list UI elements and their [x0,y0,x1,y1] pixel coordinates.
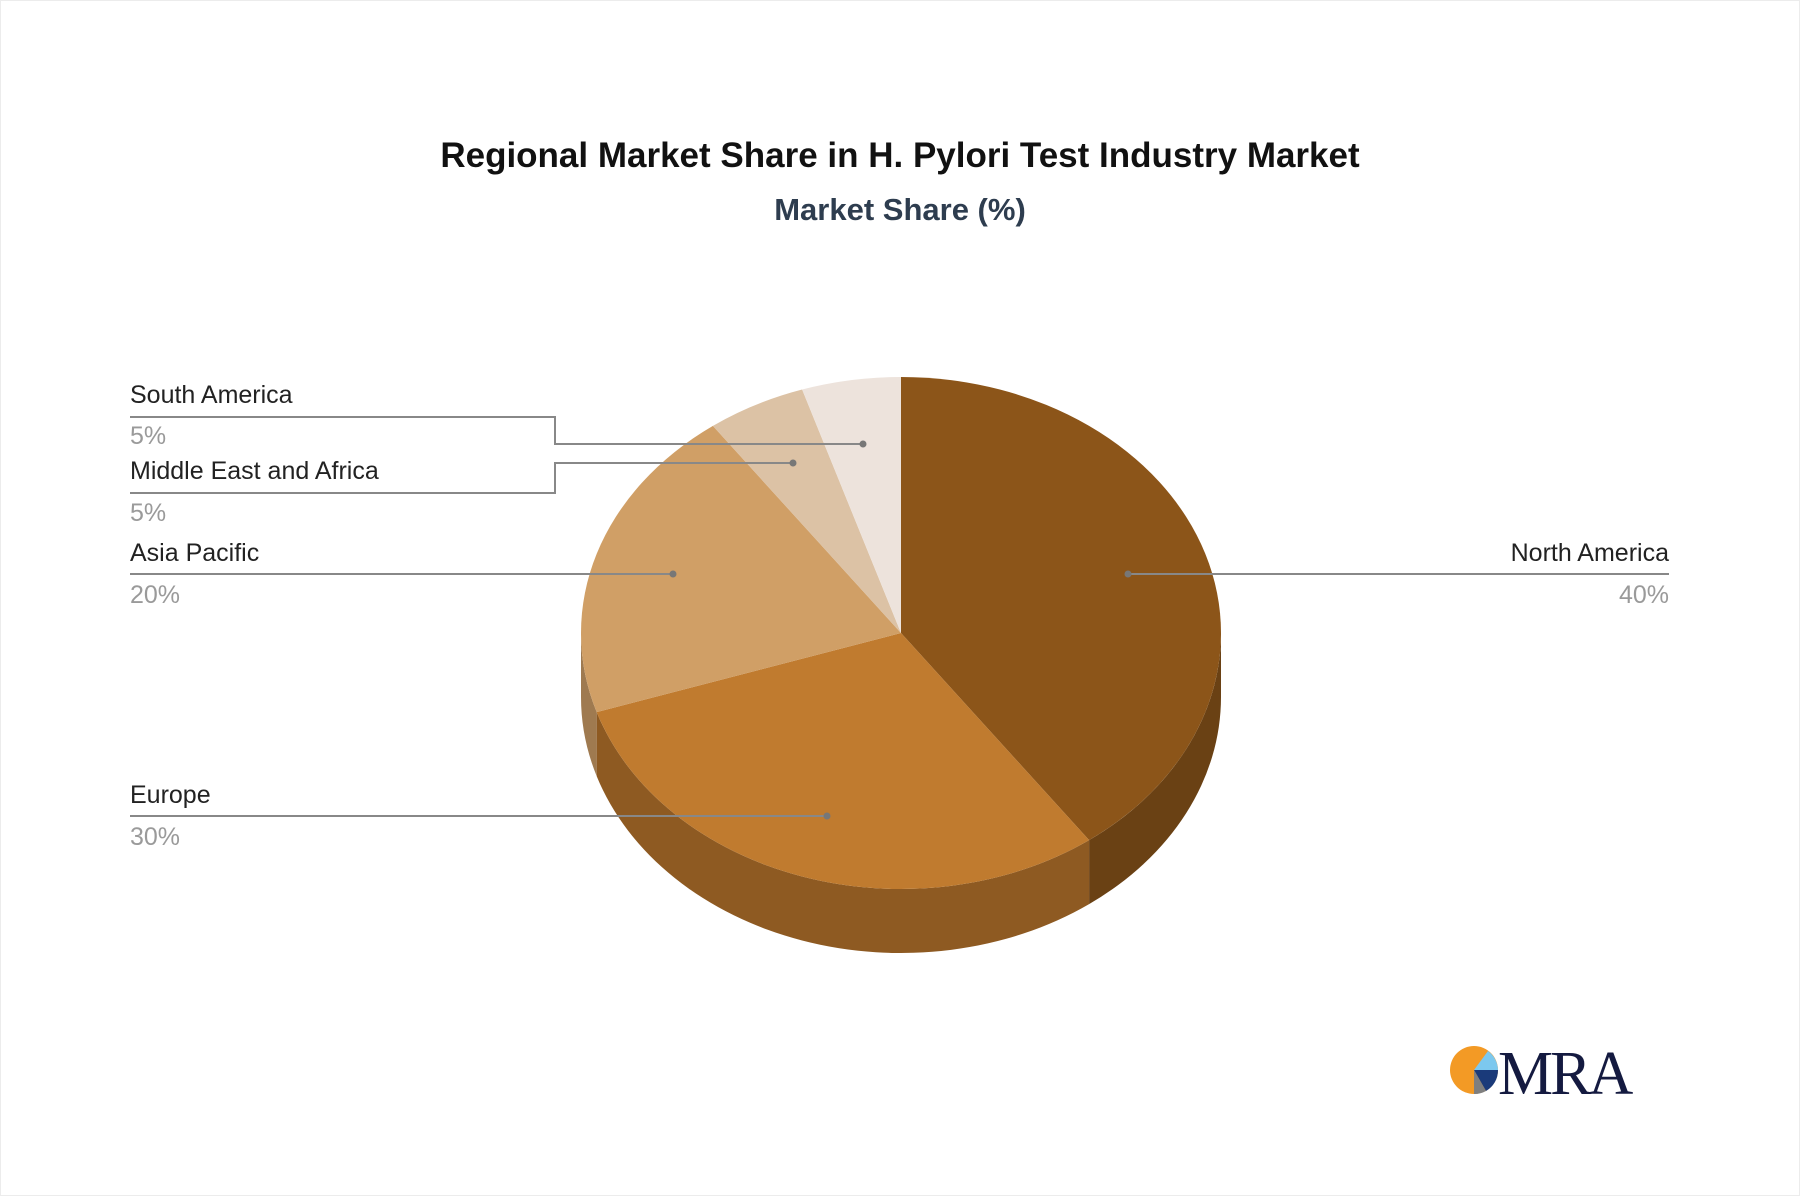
logo-text: MRA [1498,1040,1633,1100]
logo-blue-segment [1474,1051,1498,1070]
slice-north-america[interactable] [901,377,1221,841]
value-middle-east-africa: 5% [130,499,167,527]
leader-dot-middle-east-and-africa [789,459,797,467]
value-europe: 30% [130,823,181,851]
leader-dot-north-america [1124,570,1132,578]
leader-dot-asia-pacific [669,570,677,578]
slice-side-europe [596,712,1090,953]
leader-line-south-america [130,416,863,445]
leader-dot-europe [823,812,831,820]
label-north-america: North America [1510,539,1669,567]
value-asia-pacific: 20% [130,581,181,609]
slice-europe[interactable] [596,633,1090,889]
logo-gray-segment [1474,1070,1486,1095]
label-south-america: South America [130,381,293,409]
leader-line-middle-east-and-africa [130,462,793,494]
slice-south-america[interactable] [802,377,901,633]
label-europe: Europe [130,781,211,809]
slice-asia-pacific[interactable] [581,425,901,713]
leader-dot-south-america [859,440,867,448]
label-asia-pacific: Asia Pacific [130,539,260,567]
slice-side-asia-pacific [581,633,597,777]
mra-logo: MRA [1450,1040,1636,1100]
logo-navy-segment [1474,1070,1499,1091]
label-middle-east-africa: Middle East and Africa [130,457,379,485]
value-north-america: 40% [1618,581,1669,609]
slice-side-north-america [1089,633,1221,905]
chart-title: Regional Market Share in H. Pylori Test … [440,136,1360,175]
value-south-america: 5% [130,422,167,450]
chart-subtitle: Market Share (%) [774,192,1026,227]
slice-middle-east-and-africa[interactable] [712,389,901,633]
